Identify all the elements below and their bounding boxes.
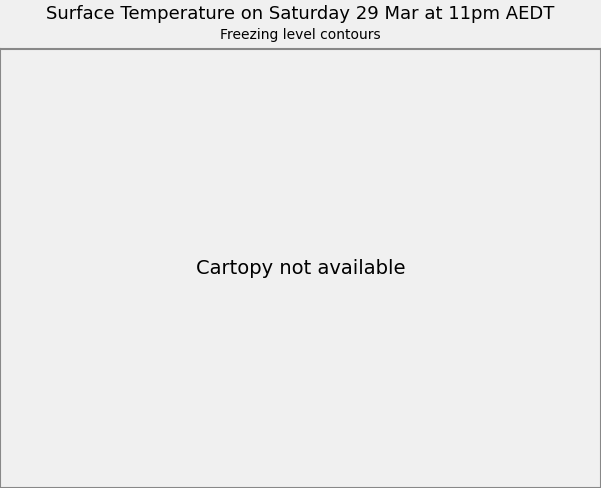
Text: Freezing level contours: Freezing level contours xyxy=(220,28,381,42)
Text: Cartopy not available: Cartopy not available xyxy=(196,259,405,278)
Text: Surface Temperature on Saturday 29 Mar at 11pm AEDT: Surface Temperature on Saturday 29 Mar a… xyxy=(46,5,555,22)
